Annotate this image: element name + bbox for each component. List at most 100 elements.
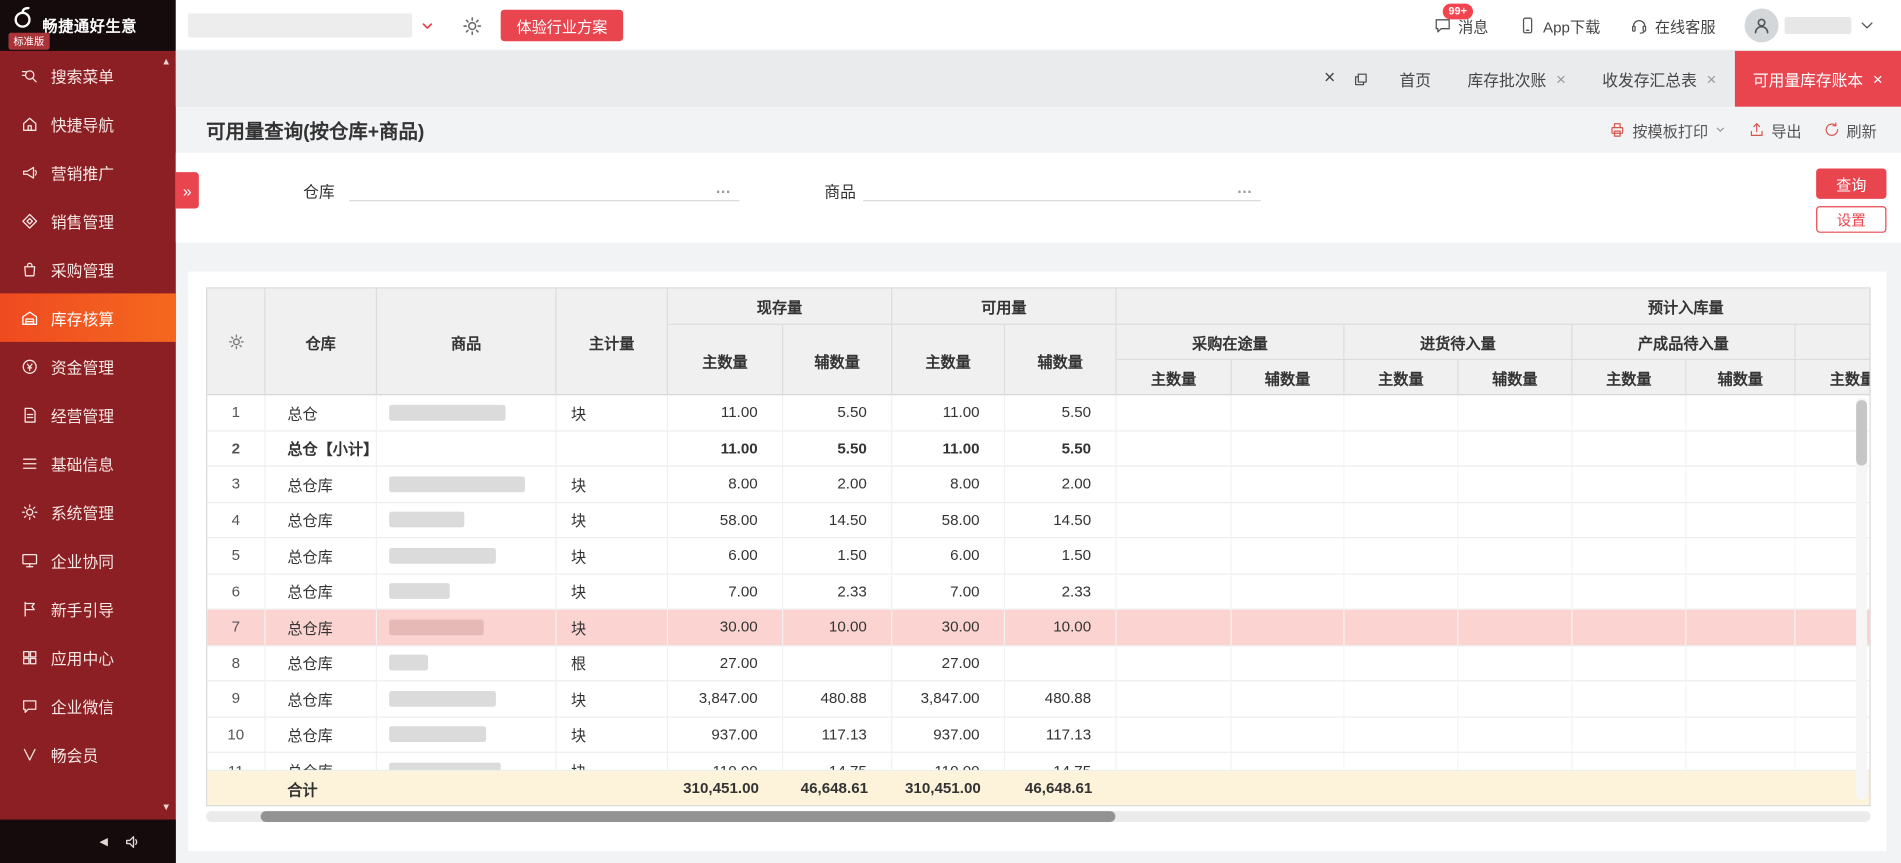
org-select[interactable] [187, 13, 435, 38]
redacted-goods-name [389, 762, 501, 770]
tab-panel-icon[interactable] [1353, 71, 1369, 87]
table-row[interactable]: 4 总仓库 块 58.00 14.50 58.00 14.50 [207, 502, 1870, 539]
sidebar-item-base-info[interactable]: 基础信息 [0, 439, 176, 487]
avatar[interactable] [1744, 8, 1779, 43]
tab-available-stock-ledger[interactable]: 可用量库存账本 × [1734, 50, 1901, 107]
sidebar-item-icon [21, 406, 39, 424]
table-row[interactable]: 7 总仓库 块 30.00 10.00 30.00 10.00 [207, 609, 1870, 646]
tab-home[interactable]: 首页 × [1381, 51, 1449, 107]
goods-filter-input[interactable]: … [863, 170, 1261, 202]
sidebar-item-inventory[interactable]: 库存核算 [0, 293, 176, 342]
app-download-button[interactable]: App下载 [1518, 14, 1601, 37]
announcement-speaker-icon[interactable] [124, 832, 142, 850]
query-button[interactable]: 查询 [1816, 168, 1887, 199]
sidebar-item-system[interactable]: 系统管理 [0, 487, 176, 535]
sidebar-scroll-down-icon[interactable]: ▼ [161, 801, 171, 813]
sidebar-item-funds[interactable]: 资金管理 [0, 342, 176, 390]
sidebar-item-collaboration[interactable]: 企业协同 [0, 536, 176, 584]
sidebar-item-sales[interactable]: 销售管理 [0, 196, 176, 244]
unit-cell: 块 [556, 395, 669, 430]
sidebar-scroll-up-icon[interactable]: ▲ [161, 55, 171, 67]
sidebar-item-search-menu[interactable]: 搜索菜单 [0, 51, 176, 99]
vertical-scrollbar-thumb[interactable] [1856, 400, 1868, 466]
edition-badge: 标准版 [8, 32, 50, 50]
messages-button[interactable]: 99+ 消息 [1433, 3, 1488, 37]
unit-cell [556, 430, 669, 466]
quantity-cell: 937.00 [892, 717, 1006, 752]
topbar-left: 体验行业方案 [187, 0, 624, 51]
print-by-template-button[interactable]: 按模板打印 [1609, 118, 1726, 141]
empty-cell [1345, 574, 1459, 609]
tab-bar: × 首页 × 库存批次账 × 收发存汇总表 × 可用量库存账本 × [175, 50, 1901, 107]
sidebar-item-icon [21, 309, 39, 327]
sidebar-item-label: 销售管理 [50, 212, 114, 231]
empty-cell [1117, 609, 1232, 645]
empty-cell [1232, 430, 1345, 466]
goods-cell [377, 502, 557, 538]
export-button[interactable]: 导出 [1748, 118, 1802, 141]
table-row[interactable]: 2 总仓【小计】 11.00 5.50 11.00 5.50 [207, 430, 1870, 467]
sidebar-item-icon [21, 697, 39, 715]
goods-cell [377, 752, 557, 770]
table-vertical-scrollbar[interactable] [1856, 397, 1868, 801]
table-row[interactable]: 9 总仓库 块 3,847.00 480.88 3,847.00 480.88 [207, 681, 1870, 718]
sidebar-item-member[interactable]: 畅会员 [0, 730, 176, 778]
column-settings-gear-icon[interactable] [227, 333, 244, 350]
redacted-goods-name [389, 583, 450, 600]
tab-inventory-batch-ledger[interactable]: 库存批次账 × [1449, 51, 1584, 107]
column-subgroup-header: 产成品待入量 [1572, 324, 1796, 359]
user-account-menu[interactable] [1744, 8, 1877, 43]
table-header-inbound-leaves: 主数量 辅数量 主数量 辅数量 主数量 辅数量 主数量 [1117, 360, 1869, 396]
warehouse-cell: 总仓库 [266, 538, 378, 573]
goods-picker-ellipsis-icon[interactable]: … [1236, 178, 1254, 197]
table-row[interactable]: 10 总仓库 块 937.00 117.13 937.00 117.13 [207, 717, 1870, 753]
close-tab-icon[interactable]: × [1555, 69, 1566, 89]
empty-cell [1117, 681, 1232, 716]
empty-cell [1458, 717, 1573, 752]
filter-buttons: 查询 设置 [1816, 168, 1887, 233]
quantity-cell: 11.00 [668, 395, 784, 430]
quantity-cell [783, 645, 893, 681]
tab-inout-summary[interactable]: 收发存汇总表 × [1584, 51, 1735, 107]
page-header: 可用量查询(按仓库+商品) 按模板打印 导出 刷新 [176, 107, 1901, 153]
warehouse-picker-ellipsis-icon[interactable]: … [715, 178, 733, 197]
quantity-column-header: 辅数量 [1686, 360, 1796, 396]
settings-gear-icon[interactable] [462, 15, 483, 36]
close-tab-icon[interactable]: × [1706, 69, 1717, 89]
app-download-label: App下载 [1543, 18, 1601, 36]
collapse-sidebar-icon[interactable]: ◀ [99, 834, 108, 847]
horizontal-scrollbar-thumb[interactable] [260, 811, 1116, 822]
table-header-groups: 现存量 可用量 预计入库量 [668, 288, 1870, 325]
sidebar-item-quick-nav[interactable]: 快捷导航 [0, 99, 176, 147]
sidebar-item-label: 系统管理 [50, 503, 114, 522]
total-quantity-cell: 310,451.00 [904, 779, 981, 797]
online-support-button[interactable]: 在线客服 [1629, 14, 1716, 37]
table-row[interactable]: 6 总仓库 块 7.00 2.33 7.00 2.33 [207, 574, 1870, 610]
sidebar-item-app-center[interactable]: 应用中心 [0, 633, 176, 681]
sidebar-item-icon [21, 503, 39, 521]
warehouse-filter-input[interactable]: … [349, 170, 740, 202]
table-row[interactable]: 8 总仓库 根 27.00 27.00 [207, 645, 1870, 682]
messages-badge: 99+ [1442, 3, 1474, 19]
chevron-down-icon[interactable] [419, 18, 435, 34]
sidebar-item-operations[interactable]: 经营管理 [0, 390, 176, 438]
empty-cell [1686, 466, 1796, 502]
table-row[interactable]: 3 总仓库 块 8.00 2.00 8.00 2.00 [207, 466, 1870, 503]
close-tab-icon[interactable]: × [1872, 69, 1883, 89]
sidebar-item-guide[interactable]: 新手引导 [0, 584, 176, 632]
sidebar-item-marketing[interactable]: 营销推广 [0, 148, 176, 196]
table-horizontal-scrollbar[interactable] [206, 811, 1871, 822]
experience-solution-button[interactable]: 体验行业方案 [500, 9, 624, 42]
sidebar-item-wechat[interactable]: 企业微信 [0, 681, 176, 729]
table-row[interactable]: 1 总仓 块 11.00 5.50 11.00 5.50 [207, 395, 1870, 431]
refresh-button[interactable]: 刷新 [1823, 118, 1877, 141]
sidebar-item-purchase[interactable]: 采购管理 [0, 245, 176, 293]
empty-cell [1572, 502, 1687, 538]
expand-filters-button[interactable]: » [175, 172, 199, 209]
settings-button[interactable]: 设置 [1816, 206, 1887, 233]
close-all-tabs-icon[interactable]: × [1323, 67, 1336, 89]
table-row[interactable]: 5 总仓库 块 6.00 1.50 6.00 1.50 [207, 538, 1870, 575]
warehouse-column-header: 仓库 [266, 288, 378, 396]
goods-cell [377, 717, 557, 752]
